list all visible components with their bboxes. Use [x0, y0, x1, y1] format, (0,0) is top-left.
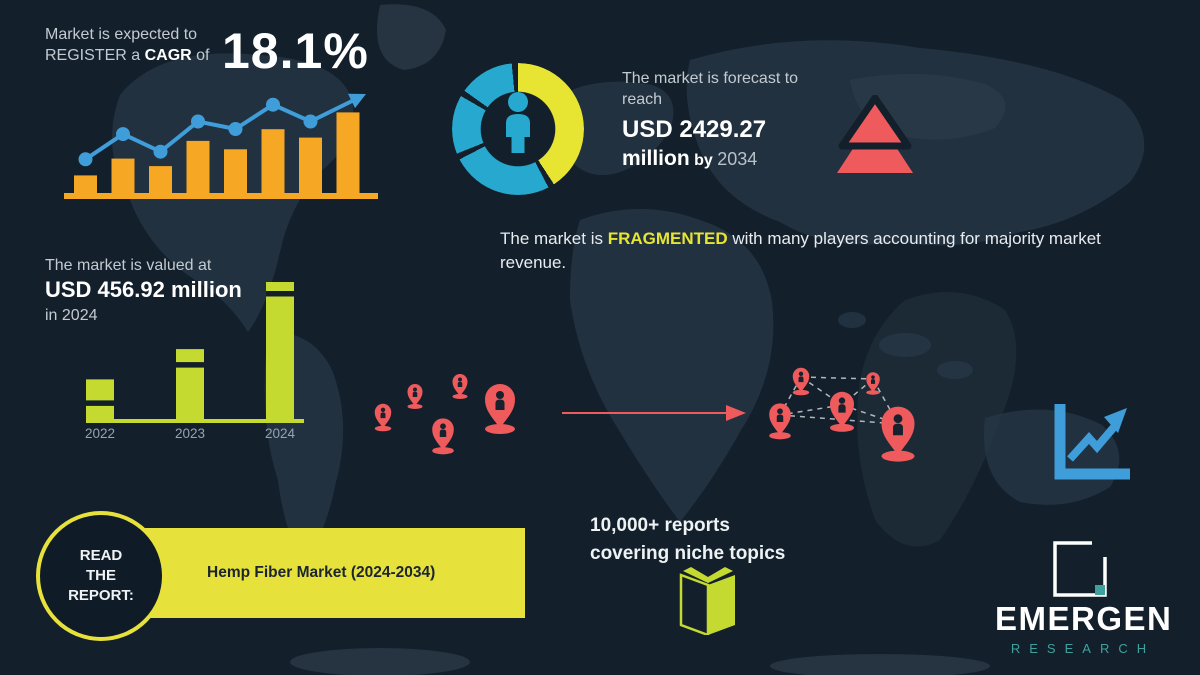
read-report-line3: REPORT:	[68, 587, 134, 605]
forecast-line2: reach	[622, 91, 663, 109]
forecast-by: by	[694, 151, 713, 169]
forecast-year: 2034	[717, 148, 758, 169]
read-report-line2: THE	[86, 566, 116, 584]
brand-subtitle: RESEARCH	[1010, 641, 1156, 656]
reports-promo: 10,000+ reports covering niche topics	[590, 512, 785, 567]
svg-text:2024: 2024	[265, 426, 296, 441]
cagr-line2-pre: REGISTER a	[45, 47, 141, 65]
svg-text:2022: 2022	[85, 426, 115, 441]
map-pin-icon	[881, 406, 915, 462]
brand-logo: EMERGEN RESEARCH	[995, 540, 1173, 656]
cagr-keyword: CAGR	[144, 47, 192, 65]
map-pin-icon	[452, 374, 468, 399]
valuation-line3: in 2024	[45, 306, 98, 324]
cagr-line1: Market is expected to	[45, 26, 198, 43]
reports-promo-line2: covering niche topics	[590, 542, 786, 564]
forecast-unit: million	[622, 146, 690, 170]
forecast-block: The market is forecast to reach USD 2429…	[622, 68, 837, 171]
svg-text:2023: 2023	[175, 426, 205, 441]
market-share-donut-chart	[452, 63, 584, 195]
forecast-value: USD 2429.27	[622, 116, 767, 144]
valuation-line1: The market is valued at	[45, 257, 212, 274]
map-pin-icon	[830, 391, 854, 432]
networked-pins-cluster	[769, 367, 915, 462]
report-title[interactable]: Hemp Fiber Market (2024-2034)	[207, 564, 436, 581]
map-pin-icon	[407, 384, 423, 409]
brand-logo-mark	[1053, 541, 1107, 597]
map-pin-icon	[866, 372, 880, 395]
report-banner[interactable]: Hemp Fiber Market (2024-2034)	[145, 528, 525, 618]
double-up-arrow-icon	[837, 95, 913, 173]
person-icon	[506, 92, 530, 153]
market-players-map	[374, 367, 915, 462]
fragmented-highlight: FRAGMENTED	[607, 229, 728, 248]
forecast-line1: The market is forecast to	[622, 70, 799, 87]
valuation-bar-chart: 2022 2023 2024	[85, 282, 304, 441]
book-icon	[679, 567, 735, 635]
line-chart-icon	[1054, 404, 1130, 480]
map-pin-icon	[769, 403, 791, 440]
fragmented-statement: The market is FRAGMENTED with many playe…	[500, 227, 1148, 275]
cagr-headline: Market is expected to REGISTER a CAGR of	[45, 24, 210, 66]
map-pin-icon	[792, 367, 810, 396]
valuation-value: USD 456.92 million	[45, 277, 242, 303]
expansion-arrow-icon	[562, 405, 746, 421]
growth-bar-line-chart	[64, 93, 378, 199]
read-report-line1: READ	[79, 546, 123, 564]
scattered-pins-cluster	[374, 374, 515, 455]
map-pin-icon	[374, 403, 392, 432]
reports-promo-line1: 10,000+ reports	[590, 515, 730, 536]
cagr-line2-post: of	[196, 47, 210, 65]
cagr-value: 18.1%	[222, 23, 369, 79]
map-pin-icon	[432, 418, 454, 455]
fragmented-pre: The market is	[500, 229, 603, 248]
map-pin-icon	[485, 384, 515, 434]
fragmented-post: with many players accounting for majorit…	[500, 229, 1101, 273]
valuation-block: The market is valued at USD 456.92 milli…	[45, 255, 242, 326]
brand-name: EMERGEN	[995, 600, 1173, 637]
read-report-button[interactable]: READ THE REPORT:	[36, 511, 166, 641]
